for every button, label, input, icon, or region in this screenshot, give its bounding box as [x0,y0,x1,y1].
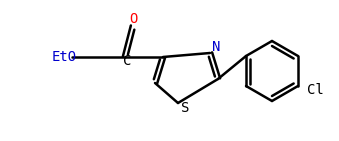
Text: Cl: Cl [307,83,324,97]
Text: EtO: EtO [52,50,77,64]
Text: N: N [212,40,220,54]
Text: C: C [123,54,131,68]
Text: O: O [129,12,137,26]
Text: S: S [181,101,189,115]
